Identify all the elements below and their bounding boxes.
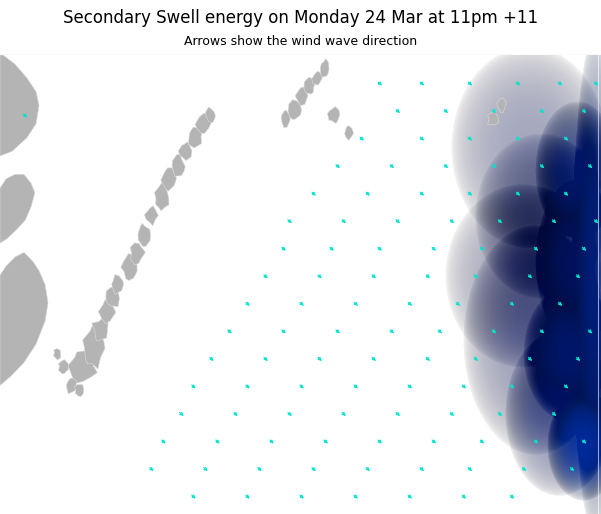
Polygon shape: [497, 98, 507, 113]
Polygon shape: [295, 87, 308, 106]
Polygon shape: [188, 127, 202, 148]
Polygon shape: [83, 325, 105, 369]
Polygon shape: [121, 254, 137, 281]
Polygon shape: [206, 107, 215, 122]
Polygon shape: [288, 100, 302, 120]
Polygon shape: [68, 351, 97, 383]
Polygon shape: [66, 378, 77, 394]
Polygon shape: [0, 55, 39, 156]
Polygon shape: [0, 252, 48, 386]
Polygon shape: [92, 317, 108, 341]
Polygon shape: [320, 59, 329, 77]
Polygon shape: [58, 360, 69, 374]
Polygon shape: [344, 125, 353, 140]
Polygon shape: [75, 384, 84, 397]
Polygon shape: [172, 154, 185, 176]
Text: Secondary Swell energy on Monday 24 Mar at 11pm +11: Secondary Swell energy on Monday 24 Mar …: [63, 9, 538, 27]
Polygon shape: [304, 78, 316, 94]
Polygon shape: [144, 206, 158, 226]
Polygon shape: [281, 111, 290, 127]
Polygon shape: [328, 106, 340, 123]
Polygon shape: [487, 112, 499, 125]
Polygon shape: [112, 274, 123, 295]
Polygon shape: [154, 182, 169, 211]
Polygon shape: [106, 286, 120, 307]
Polygon shape: [138, 224, 150, 246]
Polygon shape: [0, 174, 35, 243]
Polygon shape: [130, 243, 145, 265]
Polygon shape: [195, 113, 212, 134]
Text: Arrows show the wind wave direction: Arrows show the wind wave direction: [184, 35, 417, 48]
Polygon shape: [99, 300, 116, 323]
Polygon shape: [312, 71, 322, 85]
Polygon shape: [53, 348, 61, 360]
Polygon shape: [160, 168, 177, 191]
Polygon shape: [178, 142, 192, 160]
